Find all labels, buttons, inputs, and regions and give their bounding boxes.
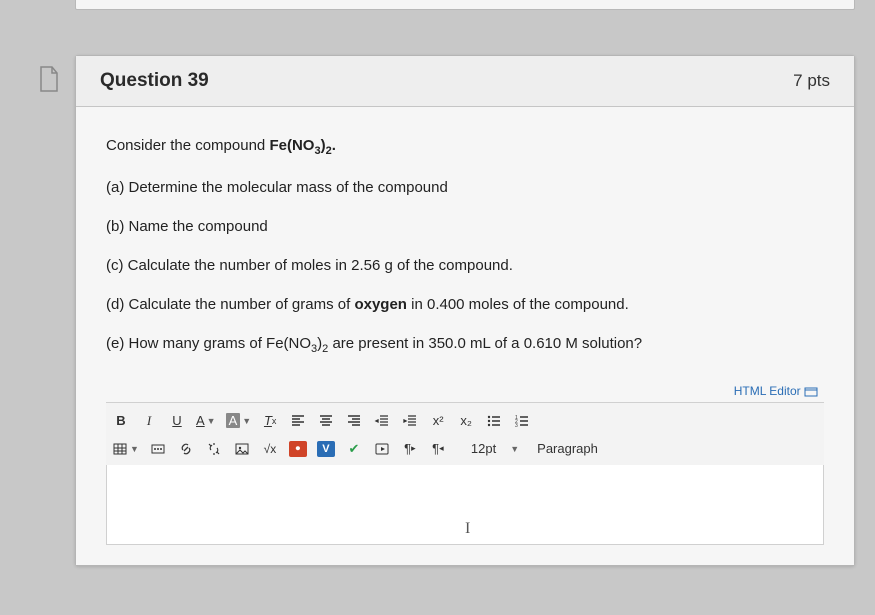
v-badge-button[interactable]: V xyxy=(313,437,339,461)
bold-button[interactable]: B xyxy=(108,409,134,433)
clear-formatting-button[interactable]: Tx xyxy=(257,409,283,433)
prompt-e-suffix: are present in 350.0 mL of a 0.610 M sol… xyxy=(328,335,642,352)
text-color-icon: A xyxy=(196,413,205,428)
paragraph-format-select[interactable]: Paragraph xyxy=(529,437,606,461)
record-icon: ⏺ xyxy=(289,441,307,457)
link-button[interactable] xyxy=(173,437,199,461)
rich-text-editor: HTML Editor B I U A▼ A▼ Tx x² xyxy=(106,380,824,545)
prompt-d-prefix: (d) Calculate the number of grams of xyxy=(106,296,354,313)
prompt-d-bold: oxygen xyxy=(354,296,407,313)
text-color-button[interactable]: A▼ xyxy=(192,409,220,433)
rtl-button[interactable]: ¶◂ xyxy=(425,437,451,461)
align-center-icon xyxy=(318,413,334,429)
align-left-button[interactable] xyxy=(285,409,311,433)
indent-icon xyxy=(402,413,418,429)
chevron-down-icon: ▼ xyxy=(242,416,251,426)
play-icon xyxy=(374,441,390,457)
align-left-icon xyxy=(290,413,306,429)
underline-button[interactable]: U xyxy=(164,409,190,433)
question-points: 7 pts xyxy=(793,71,830,91)
html-editor-icon xyxy=(804,387,818,397)
indent-button[interactable] xyxy=(397,409,423,433)
question-title: Question 39 xyxy=(100,70,209,92)
equation-button[interactable]: √x xyxy=(257,437,283,461)
prompt-intro-text: Consider the compound xyxy=(106,137,269,154)
outdent-button[interactable] xyxy=(369,409,395,433)
align-center-button[interactable] xyxy=(313,409,339,433)
table-button[interactable]: ▼ xyxy=(108,437,143,461)
outdent-icon xyxy=(374,413,390,429)
chevron-down-icon: ▼ xyxy=(510,444,519,454)
font-size-value: 12pt xyxy=(471,441,496,456)
prompt-part-e: (e) How many grams of Fe(NO3)2 are prese… xyxy=(106,333,824,357)
prompt-part-a: (a) Determine the molecular mass of the … xyxy=(106,177,824,198)
subscript-button[interactable]: x₂ xyxy=(453,409,479,433)
record-button[interactable]: ⏺ xyxy=(285,437,311,461)
ltr-button[interactable]: ¶▸ xyxy=(397,437,423,461)
compound-formula: Fe(NO3)2. xyxy=(269,137,335,154)
unlink-icon xyxy=(206,441,222,457)
numbered-list-button[interactable]: 123 xyxy=(509,409,535,433)
superscript-button[interactable]: x² xyxy=(425,409,451,433)
previous-question-edge xyxy=(75,0,855,10)
prompt-part-c: (c) Calculate the number of moles in 2.5… xyxy=(106,255,824,276)
table-icon xyxy=(112,441,128,457)
image-icon xyxy=(234,441,250,457)
clear-format-icon: T xyxy=(264,413,272,428)
html-editor-label: HTML Editor xyxy=(734,384,801,398)
editor-toolbar: B I U A▼ A▼ Tx x² x₂ 123 xyxy=(106,402,824,465)
image-button[interactable] xyxy=(229,437,255,461)
prompt-part-b: (b) Name the compound xyxy=(106,216,824,237)
editor-top-row: HTML Editor xyxy=(106,380,824,402)
html-editor-link[interactable]: HTML Editor xyxy=(734,384,818,398)
unlink-button[interactable] xyxy=(201,437,227,461)
bullet-list-icon xyxy=(486,413,502,429)
toolbar-row-1: B I U A▼ A▼ Tx x² x₂ 123 xyxy=(108,407,822,435)
paragraph-format-value: Paragraph xyxy=(537,441,598,456)
toolbar-row-2: ▼ √x ⏺ V ✔ ¶▸ ¶◂ 12pt ▼ xyxy=(108,435,822,463)
svg-text:3: 3 xyxy=(515,423,518,429)
prompt-part-d: (d) Calculate the number of grams of oxy… xyxy=(106,294,824,315)
question-header: Question 39 7 pts xyxy=(76,56,854,107)
prompt-e-prefix: (e) How many grams of Fe(NO xyxy=(106,335,311,352)
prompt-intro: Consider the compound Fe(NO3)2. xyxy=(106,135,824,159)
align-right-button[interactable] xyxy=(341,409,367,433)
bg-color-button[interactable]: A▼ xyxy=(222,409,256,433)
chevron-down-icon: ▼ xyxy=(130,444,139,454)
editor-textarea[interactable]: I xyxy=(106,465,824,545)
link-icon xyxy=(178,441,194,457)
v-badge-icon: V xyxy=(317,441,335,457)
text-cursor-icon: I xyxy=(465,520,470,538)
font-size-select[interactable]: 12pt ▼ xyxy=(463,437,527,461)
check-button[interactable]: ✔ xyxy=(341,437,367,461)
bg-color-icon: A xyxy=(226,413,241,428)
prompt-d-suffix: in 0.400 moles of the compound. xyxy=(407,296,629,313)
media-play-button[interactable] xyxy=(369,437,395,461)
embed-icon xyxy=(150,441,166,457)
italic-button[interactable]: I xyxy=(136,409,162,433)
chevron-down-icon: ▼ xyxy=(207,416,216,426)
bullet-list-button[interactable] xyxy=(481,409,507,433)
embed-button[interactable] xyxy=(145,437,171,461)
page-outline-icon xyxy=(38,65,60,93)
question-body: Consider the compound Fe(NO3)2. (a) Dete… xyxy=(76,107,854,565)
numbered-list-icon: 123 xyxy=(514,413,530,429)
align-right-icon xyxy=(346,413,362,429)
question-card: Question 39 7 pts Consider the compound … xyxy=(75,55,855,566)
